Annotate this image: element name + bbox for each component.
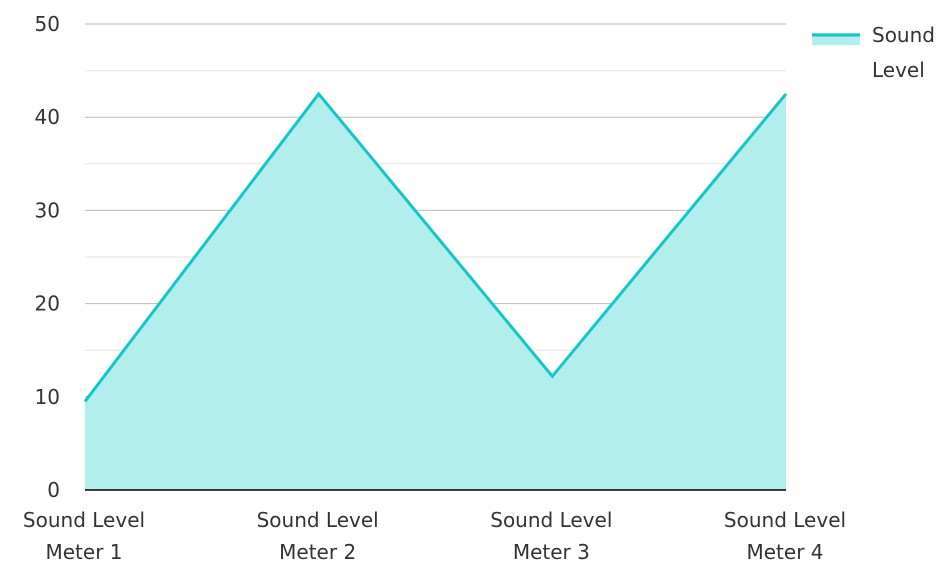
x-tick-label: Meter 1: [45, 540, 122, 562]
series-area-fill: [85, 93, 786, 491]
series-area-layer: [83, 91, 788, 491]
y-tick-label: 0: [47, 478, 60, 502]
y-tick-label: 20: [35, 292, 60, 316]
x-axis-tick-labels: Sound Level Meter 1 Sound Level Meter 2 Soun…: [23, 508, 846, 562]
y-tick-label: 10: [35, 385, 60, 409]
legend-label-line-2: Level: [872, 58, 925, 82]
x-tick-label: Sound Level: [490, 508, 612, 532]
legend: Sound Level: [812, 23, 935, 82]
y-axis-tick-labels: 0 10 20 30 40 50: [35, 12, 60, 502]
x-tick-label: Meter 2: [279, 540, 356, 562]
y-tick-label: 40: [35, 105, 60, 129]
series-line: [83, 91, 788, 403]
y-tick-label: 30: [35, 198, 60, 222]
legend-label-line-1: Sound: [872, 23, 935, 47]
x-tick-label: Sound Level: [257, 508, 379, 532]
x-tick-label: Meter 3: [513, 540, 590, 562]
x-tick-label: Sound Level: [23, 508, 145, 532]
x-tick-label: Sound Level: [724, 508, 846, 532]
y-tick-label: 50: [35, 12, 60, 36]
x-tick-label: Meter 4: [746, 540, 823, 562]
